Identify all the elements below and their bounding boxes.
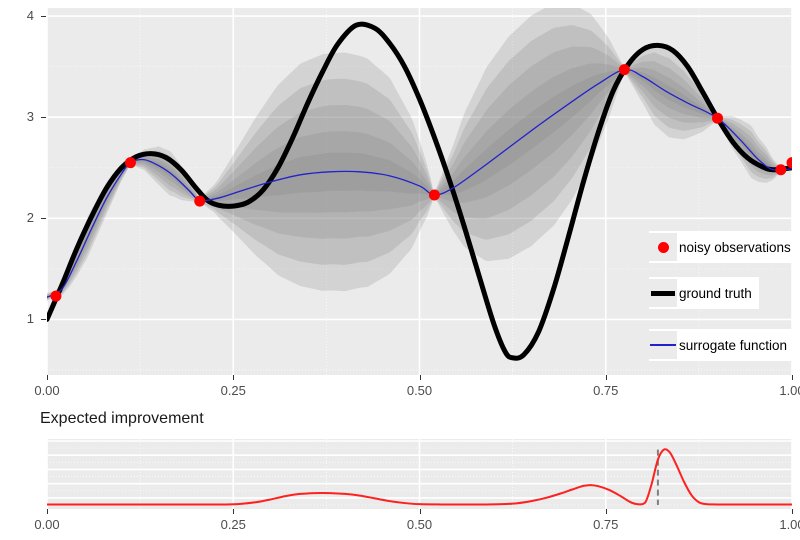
ei-plot-panel bbox=[47, 439, 792, 509]
x-tick-label: 1.00 bbox=[779, 517, 800, 532]
x-tick-label: 0.00 bbox=[34, 517, 60, 532]
y-tick-mark bbox=[41, 117, 46, 119]
x-tick-mark bbox=[605, 375, 607, 380]
legend-label: surrogate function bbox=[679, 337, 788, 353]
observation-point bbox=[618, 64, 630, 76]
y-tick-mark bbox=[41, 319, 46, 321]
observation-point bbox=[428, 189, 440, 201]
uncertainty-band-5 bbox=[47, 69, 792, 298]
legend-item-thin-blue-line[interactable]: surrogate function bbox=[649, 329, 794, 361]
observation-point bbox=[775, 164, 787, 176]
expected-improvement-curve bbox=[47, 448, 792, 506]
x-tick-label: 0.50 bbox=[406, 383, 433, 398]
x-tick-label: 0.75 bbox=[593, 383, 619, 398]
y-tick-label: 3 bbox=[26, 109, 34, 125]
x-tick-label: 0.25 bbox=[220, 517, 246, 532]
thin-blue-line-icon-glyph bbox=[650, 344, 676, 346]
thick-black-line-icon-glyph bbox=[651, 290, 675, 296]
ei-plot-svg bbox=[47, 439, 792, 509]
thin-blue-line-icon bbox=[649, 331, 677, 359]
x-tick-label: 0.00 bbox=[34, 383, 60, 398]
y-tick-label: 2 bbox=[26, 210, 34, 226]
legend-label: ground truth bbox=[679, 285, 752, 301]
x-tick-mark bbox=[47, 375, 48, 380]
y-tick-label: 1 bbox=[26, 311, 34, 327]
main-plot-panel bbox=[47, 8, 792, 375]
x-tick-mark bbox=[419, 509, 421, 514]
x-tick-mark bbox=[47, 509, 48, 514]
x-tick-mark bbox=[792, 375, 793, 380]
legend-item-red-dot[interactable]: noisy observations bbox=[649, 231, 797, 263]
x-tick-mark bbox=[792, 509, 793, 514]
y-tick-label: 4 bbox=[26, 8, 34, 24]
thick-black-line-icon bbox=[649, 279, 677, 307]
observation-point bbox=[124, 157, 136, 169]
y-tick-mark bbox=[41, 16, 46, 18]
legend-item-thick-black-line[interactable]: ground truth bbox=[649, 277, 759, 309]
uncertainty-band-4 bbox=[47, 63, 792, 299]
observation-point bbox=[194, 195, 206, 207]
x-tick-label: 0.75 bbox=[593, 517, 619, 532]
red-dot-icon bbox=[649, 233, 677, 261]
x-tick-mark bbox=[233, 375, 235, 380]
x-tick-mark bbox=[419, 375, 421, 380]
observation-point bbox=[50, 290, 62, 302]
legend-label: noisy observations bbox=[679, 239, 791, 255]
uncertainty-band-1 bbox=[47, 8, 792, 302]
uncertainty-band-3 bbox=[47, 46, 792, 300]
uncertainty-band-2 bbox=[47, 25, 792, 301]
observation-point bbox=[786, 157, 792, 169]
ei-panel-title: Expected improvement bbox=[40, 410, 204, 427]
x-tick-label: 1.00 bbox=[779, 383, 800, 398]
x-tick-label: 0.25 bbox=[220, 383, 246, 398]
x-tick-mark bbox=[233, 509, 235, 514]
y-tick-mark bbox=[41, 218, 46, 220]
x-tick-label: 0.50 bbox=[406, 517, 433, 532]
ground-truth-curve bbox=[47, 21, 792, 361]
x-tick-mark bbox=[605, 509, 607, 514]
red-dot-icon-glyph bbox=[657, 241, 669, 253]
observation-point bbox=[712, 112, 723, 124]
main-plot-svg bbox=[47, 8, 792, 375]
